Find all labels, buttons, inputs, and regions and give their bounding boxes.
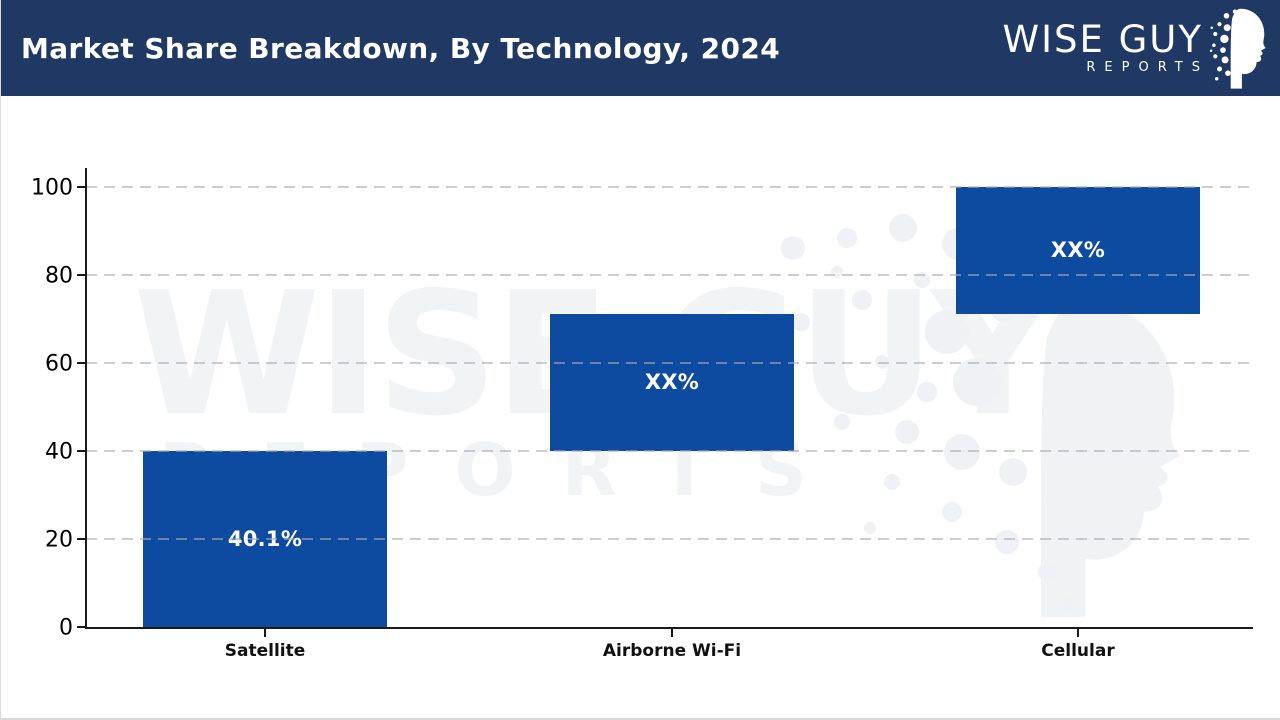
watermark-dot <box>831 266 843 278</box>
x-label-cellular: Cellular <box>1041 641 1115 661</box>
logo-face-icon <box>1209 8 1266 89</box>
y-tick-label-80: 80 <box>45 263 73 289</box>
watermark-dot <box>999 458 1027 486</box>
watermark-dot <box>925 310 969 354</box>
x-label-airborne-wi-fi: Airborne Wi-Fi <box>602 641 742 661</box>
y-axis-line <box>85 168 87 629</box>
header-banner: Market Share Breakdown, By Technology, 2… <box>1 0 1280 96</box>
watermark-dot <box>942 502 962 522</box>
y-tick-label-0: 0 <box>59 615 73 641</box>
watermark-dot <box>852 290 872 310</box>
logo-subtitle: REPORTS <box>1086 60 1209 76</box>
page-bottom-border <box>1 718 1279 720</box>
gridline-100 <box>86 186 1253 188</box>
bar-airborne-wi-fi: XX% <box>550 313 794 451</box>
watermark-dot <box>995 530 1019 554</box>
x-tick-1 <box>671 629 673 637</box>
wise-guy-reports-logo: WISE GUY REPORTS <box>1003 6 1269 90</box>
y-tick-80 <box>77 274 85 276</box>
y-tick-100 <box>77 186 85 188</box>
y-tick-20 <box>77 538 85 540</box>
y-tick-label-20: 20 <box>45 527 73 553</box>
x-tick-2 <box>1077 629 1079 637</box>
watermark-dot <box>917 382 937 402</box>
bar-cellular: XX% <box>956 187 1200 314</box>
gridline-60 <box>86 362 1253 364</box>
y-tick-0 <box>77 626 85 628</box>
gridline-80 <box>86 274 1253 276</box>
watermark-dot <box>837 228 857 248</box>
watermark-dot <box>884 474 900 490</box>
bar-value-label: XX% <box>644 370 700 395</box>
gridline-20 <box>86 538 1253 540</box>
watermark-dot <box>895 420 919 444</box>
watermark-dot <box>953 358 1001 406</box>
watermark-dot <box>1058 597 1072 611</box>
gridline-40 <box>86 450 1253 452</box>
y-tick-label-100: 100 <box>31 175 73 201</box>
y-tick-label-60: 60 <box>45 351 73 377</box>
y-tick-label-40: 40 <box>45 439 73 465</box>
y-tick-60 <box>77 362 85 364</box>
logo-text: WISE GUY REPORTS <box>1002 17 1203 76</box>
x-tick-0 <box>264 629 266 637</box>
watermark-dot <box>781 236 805 260</box>
watermark-dot <box>792 313 810 331</box>
x-axis-line <box>85 627 1253 629</box>
logo-wordmark: WISE GUY <box>1002 17 1203 61</box>
watermark-dot <box>914 272 930 288</box>
x-label-satellite: Satellite <box>224 641 306 661</box>
watermark-dot <box>864 522 876 534</box>
y-tick-40 <box>77 450 85 452</box>
chart-title: Market Share Breakdown, By Technology, 2… <box>21 31 781 65</box>
watermark-face <box>1041 300 1180 618</box>
watermark-dot <box>1038 563 1056 581</box>
bar-value-label: XX% <box>1050 238 1106 263</box>
chart-canvas: WISE GUY REPORTS 40.1% XX% XX% 0 20 40 60 80 100… <box>1 96 1280 718</box>
watermark-dot <box>889 214 917 242</box>
watermark-dot <box>834 414 850 430</box>
watermark-dot <box>944 434 980 470</box>
